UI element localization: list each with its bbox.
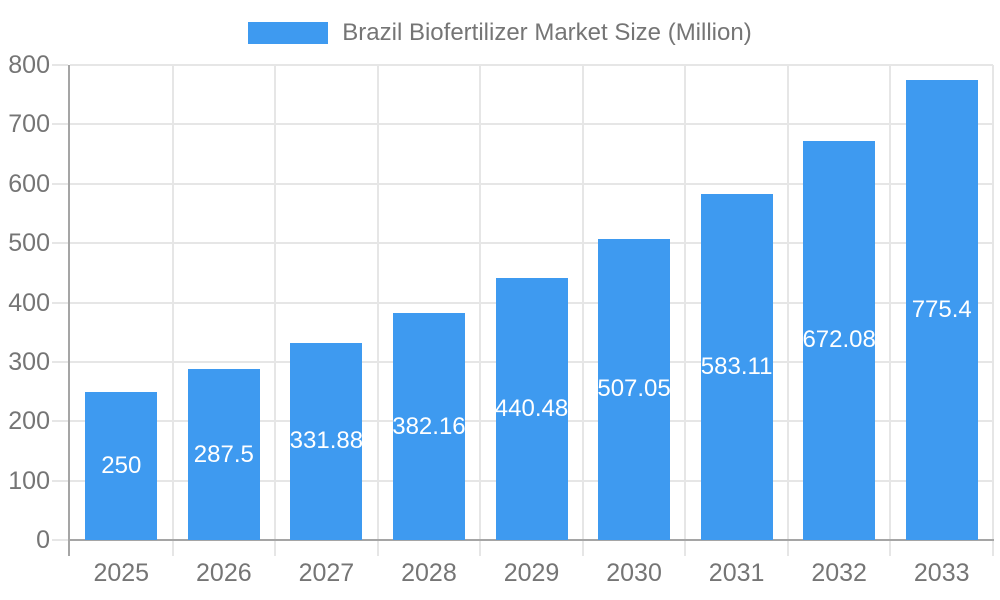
x-axis-label: 2030 bbox=[606, 559, 662, 587]
gridline-vertical bbox=[992, 65, 994, 540]
gridline-vertical bbox=[376, 65, 379, 540]
x-axis-label: 2033 bbox=[913, 559, 970, 587]
y-axis-label: 600 bbox=[8, 169, 50, 198]
legend-swatch bbox=[248, 22, 329, 44]
x-axis-label: 2029 bbox=[503, 559, 560, 587]
legend-item[interactable]: Brazil Biofertilizer Market Size (Millio… bbox=[0, 20, 1000, 46]
y-axis-label: 800 bbox=[8, 51, 50, 79]
x-axis-line bbox=[68, 539, 994, 541]
y-axis-label: 0 bbox=[36, 526, 50, 554]
bar-2033[interactable] bbox=[905, 79, 978, 540]
bar-value-label: 250 bbox=[101, 451, 142, 479]
gridline-vertical bbox=[274, 65, 277, 540]
y-axis-line bbox=[68, 65, 70, 556]
x-axis-label: 2025 bbox=[93, 559, 150, 587]
y-axis-tick bbox=[52, 479, 68, 482]
x-axis-tick bbox=[786, 541, 789, 556]
gridline-horizontal bbox=[70, 123, 993, 126]
y-axis-label: 100 bbox=[8, 466, 50, 495]
x-axis-label: 2026 bbox=[196, 559, 252, 587]
gridline-horizontal bbox=[70, 420, 993, 423]
bar-2029[interactable] bbox=[495, 278, 568, 540]
legend-label: Brazil Biofertilizer Market Size (Millio… bbox=[342, 19, 752, 46]
bar-2031[interactable] bbox=[700, 193, 773, 540]
x-axis-label: 2027 bbox=[298, 559, 355, 587]
x-axis-label: 2031 bbox=[708, 559, 765, 587]
gridline-horizontal bbox=[70, 182, 993, 185]
gridline-vertical bbox=[479, 65, 482, 540]
bar-value-label: 331.88 bbox=[289, 427, 364, 455]
bar-value-label: 507.05 bbox=[597, 375, 671, 403]
bar-value-label: 583.11 bbox=[700, 352, 773, 380]
gridline-horizontal bbox=[70, 301, 993, 304]
y-axis-tick bbox=[52, 123, 68, 126]
x-axis-tick bbox=[376, 541, 379, 556]
x-axis-tick bbox=[889, 541, 892, 556]
gridline-vertical bbox=[889, 65, 892, 540]
bar-value-label: 287.5 bbox=[193, 440, 254, 468]
y-axis-label: 700 bbox=[8, 110, 50, 139]
y-axis-tick bbox=[52, 301, 68, 304]
y-axis-label: 400 bbox=[8, 288, 50, 317]
x-axis-tick bbox=[479, 541, 482, 556]
y-axis-tick bbox=[52, 539, 68, 541]
bar-value-label: 382.16 bbox=[392, 412, 466, 440]
gridline-horizontal bbox=[70, 360, 993, 363]
y-axis-tick bbox=[52, 420, 68, 423]
x-axis-tick bbox=[171, 541, 174, 556]
x-axis-tick bbox=[992, 541, 994, 556]
y-axis-label: 200 bbox=[8, 407, 50, 436]
gridline-vertical bbox=[171, 65, 174, 540]
gridline-horizontal bbox=[70, 479, 993, 482]
y-axis-tick bbox=[52, 64, 68, 66]
bar-2028[interactable] bbox=[392, 313, 465, 540]
bar-2026[interactable] bbox=[187, 369, 260, 540]
x-axis-label: 2028 bbox=[401, 559, 457, 587]
gridline-vertical bbox=[581, 65, 584, 540]
gridline-vertical bbox=[786, 65, 789, 540]
y-axis-tick bbox=[52, 242, 68, 245]
x-axis-tick bbox=[274, 541, 277, 556]
x-axis-tick bbox=[581, 541, 584, 556]
gridline-horizontal bbox=[70, 64, 993, 66]
bar-value-label: 440.48 bbox=[494, 395, 569, 423]
x-axis-tick bbox=[684, 541, 687, 556]
bar-2025[interactable] bbox=[85, 391, 158, 540]
bar-2030[interactable] bbox=[598, 238, 671, 540]
bar-value-label: 775.4 bbox=[911, 295, 972, 323]
bar-2027[interactable] bbox=[290, 342, 363, 540]
y-axis-label: 300 bbox=[8, 347, 50, 376]
gridline-horizontal bbox=[70, 242, 993, 245]
bar-value-label: 672.08 bbox=[802, 326, 876, 354]
y-axis-label: 500 bbox=[8, 229, 50, 258]
y-axis-tick bbox=[52, 182, 68, 185]
gridline-vertical bbox=[684, 65, 687, 540]
x-axis-label: 2032 bbox=[811, 559, 867, 587]
y-axis-tick bbox=[52, 360, 68, 363]
bar-2032[interactable] bbox=[803, 140, 876, 540]
